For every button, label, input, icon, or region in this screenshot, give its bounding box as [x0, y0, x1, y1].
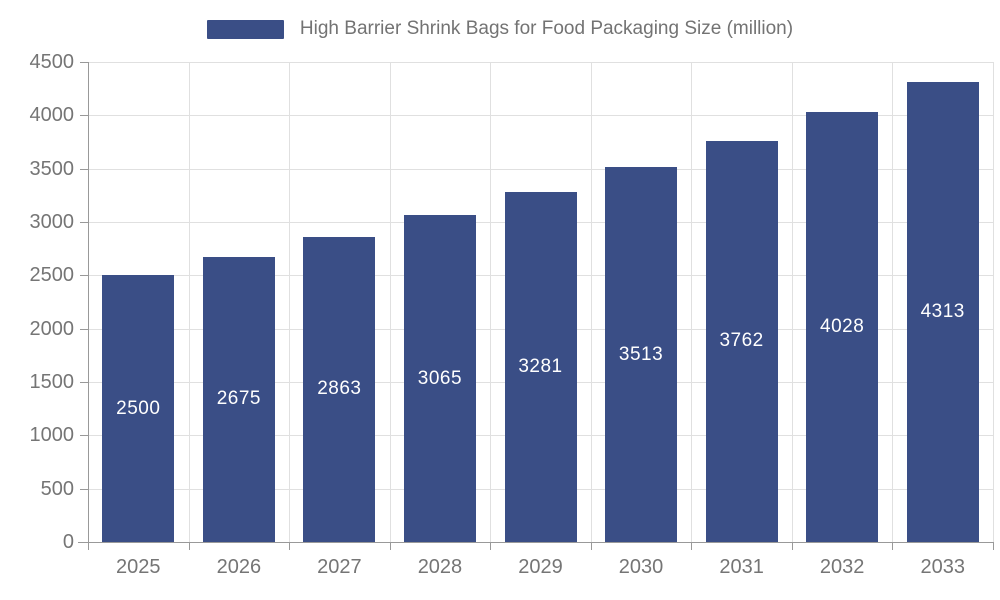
bar-2025: 2500: [102, 275, 175, 542]
y-axis-tick: [80, 488, 88, 490]
y-axis-tick: [80, 275, 88, 277]
y-axis-tick: [80, 382, 88, 383]
y-axis-tick: [80, 62, 88, 63]
x-axis-tick-label: 2033: [920, 556, 965, 578]
y-axis-tick-label: 4000: [29, 104, 75, 127]
x-axis-tick: [993, 542, 994, 550]
gridline-vertical: [791, 62, 793, 542]
bar-2033: 4313: [906, 81, 979, 542]
gridline-vertical: [892, 62, 894, 542]
x-axis-line: [78, 542, 993, 543]
bar-2030: 3513: [605, 167, 678, 542]
x-axis-tick: [791, 542, 793, 550]
y-axis-tick: [80, 115, 88, 117]
y-axis-tick: [80, 168, 88, 170]
bar-value-label: 4028: [820, 316, 865, 338]
bar-2027: 2863: [303, 236, 376, 542]
legend[interactable]: High Barrier Shrink Bags for Food Packag…: [0, 18, 1000, 40]
gridline-horizontal: [88, 115, 993, 117]
bar-value-label: 3762: [719, 330, 764, 352]
legend-swatch: [206, 19, 284, 39]
x-axis-tick-label: 2032: [819, 556, 865, 578]
bar-value-label: 4313: [920, 300, 965, 322]
y-axis-tick-label: 4500: [29, 51, 75, 73]
gridline-vertical: [691, 62, 693, 542]
bar-2032: 4028: [806, 112, 879, 542]
bar-value-label: 3065: [417, 367, 463, 389]
gridline-vertical: [188, 62, 190, 542]
gridline-vertical: [590, 62, 592, 542]
y-axis-tick-label: 1000: [29, 424, 75, 447]
x-axis-tick-label: 2031: [719, 556, 764, 578]
x-axis-tick: [389, 542, 391, 550]
y-axis-tick: [80, 328, 88, 330]
gridline-vertical: [389, 62, 391, 542]
bar-value-label: 2500: [116, 397, 161, 419]
x-axis-tick: [590, 542, 592, 550]
x-axis-tick: [88, 542, 89, 550]
y-axis-tick: [80, 222, 88, 223]
y-axis-tick-label: 3000: [29, 211, 75, 233]
x-axis-tick-label: 2030: [618, 556, 664, 578]
y-axis-tick-label: 500: [40, 477, 74, 500]
y-axis-tick: [80, 435, 88, 437]
gridline-horizontal: [88, 168, 993, 170]
x-axis-tick: [691, 542, 693, 550]
bar-2029: 3281: [504, 192, 577, 542]
x-axis-tick-label: 2028: [417, 556, 463, 578]
bar-2031: 3762: [705, 140, 778, 542]
y-axis-line: [88, 62, 89, 550]
x-axis-tick-label: 2027: [317, 556, 362, 578]
plot-area: 2500 2675 2863 3065 3281 3513 3762 4028 4313: [78, 62, 994, 550]
x-axis-tick-label: 2026: [216, 556, 262, 578]
y-axis-tick-label: 1500: [29, 371, 75, 393]
x-axis-tick: [188, 542, 190, 550]
bar-2028: 3065: [403, 215, 476, 542]
x-axis-tick-label: 2029: [518, 556, 563, 578]
legend-label: High Barrier Shrink Bags for Food Packag…: [299, 18, 794, 39]
x-axis-tick: [490, 542, 492, 550]
bar-value-label: 3281: [518, 356, 563, 378]
bar-value-label: 2675: [216, 388, 261, 410]
y-axis-tick-label: 0: [62, 531, 74, 553]
bar-2026: 2675: [202, 256, 275, 542]
gridline-vertical: [490, 62, 492, 542]
x-axis-tick: [289, 542, 291, 550]
y-axis-tick: [80, 542, 88, 543]
y-axis-tick-label: 2500: [29, 264, 75, 287]
x-axis-tick: [892, 542, 894, 550]
gridline-vertical: [289, 62, 291, 542]
bar-value-label: 3513: [618, 343, 664, 365]
x-axis-tick-label: 2025: [116, 556, 161, 578]
y-axis-tick-label: 2000: [29, 317, 75, 340]
gridline-horizontal: [88, 62, 993, 63]
y-axis-tick-label: 3500: [29, 157, 75, 180]
bar-value-label: 2863: [317, 378, 362, 400]
gridline-vertical: [993, 62, 994, 542]
